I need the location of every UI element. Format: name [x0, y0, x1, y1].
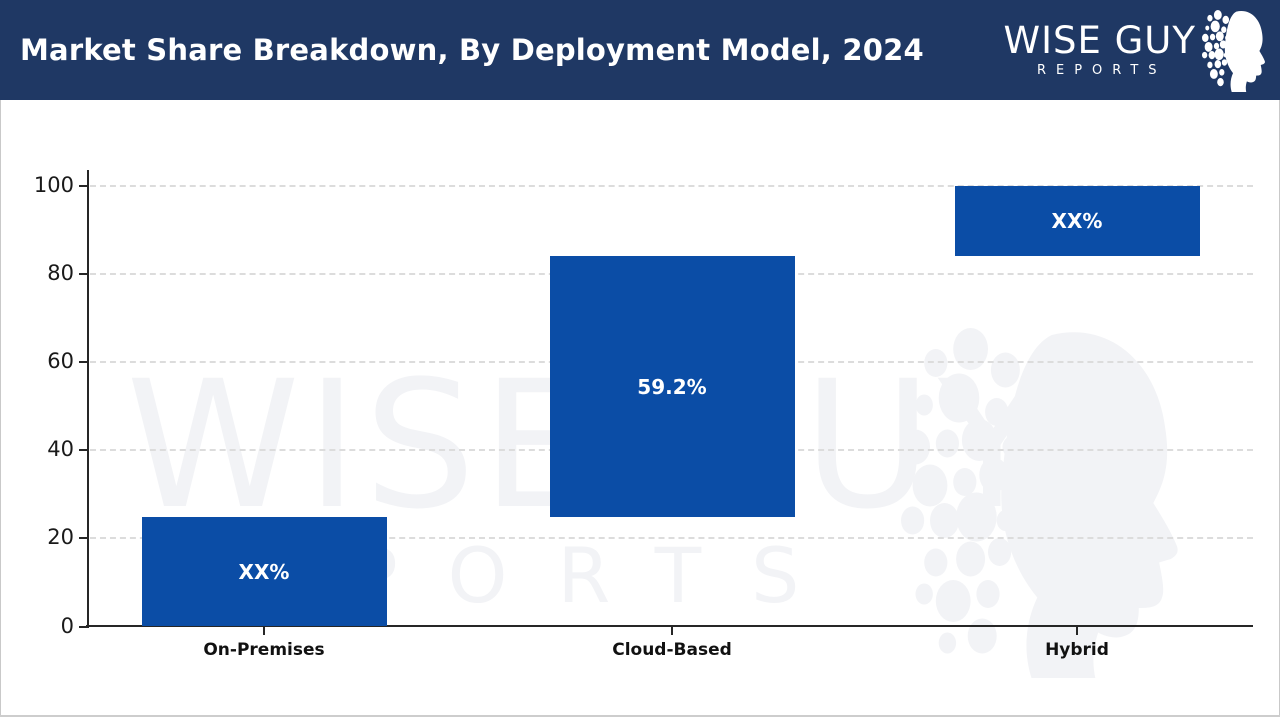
wiseguy-head-icon — [1202, 10, 1265, 92]
logo-wordmark: WISE GUY — [1003, 19, 1196, 62]
header-bar: Market Share Breakdown, By Deployment Mo… — [0, 0, 1280, 100]
bar-cloud-based: 59.2% — [549, 256, 795, 518]
x-tick-mark — [263, 627, 265, 635]
bar-value-label: XX% — [238, 559, 290, 584]
x-tick-mark — [1076, 627, 1078, 635]
y-tick-label: 40 — [47, 437, 74, 462]
bar-hybrid: XX% — [954, 186, 1200, 257]
y-tick-label: 100 — [33, 173, 74, 197]
y-tick-label: 60 — [47, 349, 74, 374]
y-tick-label: 0 — [60, 613, 74, 638]
y-gridline — [90, 185, 1253, 187]
y-tick-mark — [79, 185, 88, 187]
y-tick-label: 20 — [47, 525, 74, 550]
footer-divider — [0, 715, 1280, 717]
y-tick-mark — [79, 449, 88, 452]
x-category-label: On-Premises — [203, 639, 325, 660]
y-tick-mark — [79, 537, 88, 540]
bar-value-label: XX% — [1051, 209, 1103, 234]
y-tick-mark — [79, 625, 88, 628]
x-axis-line — [86, 625, 1253, 627]
x-tick-mark — [671, 627, 673, 635]
logo-text: WISE GUY REPORTS — [1003, 19, 1196, 78]
watermark-head-icon — [901, 328, 1178, 678]
logo-subtitle: REPORTS — [1036, 62, 1167, 78]
y-tick-mark — [79, 273, 88, 276]
y-tick-mark — [79, 361, 88, 364]
x-category-label: Hybrid — [1045, 639, 1109, 660]
x-category-label: Cloud-Based — [612, 639, 732, 660]
wiseguy-logo: WISE GUY REPORTS — [1004, 8, 1268, 94]
y-tick-label: 80 — [47, 261, 74, 286]
chart-title: Market Share Breakdown, By Deployment Mo… — [20, 33, 924, 67]
bar-value-label: 59.2% — [637, 374, 707, 399]
bar-on-premises: XX% — [141, 517, 387, 627]
y-axis-line — [87, 170, 89, 628]
y-gridline — [90, 537, 1253, 540]
